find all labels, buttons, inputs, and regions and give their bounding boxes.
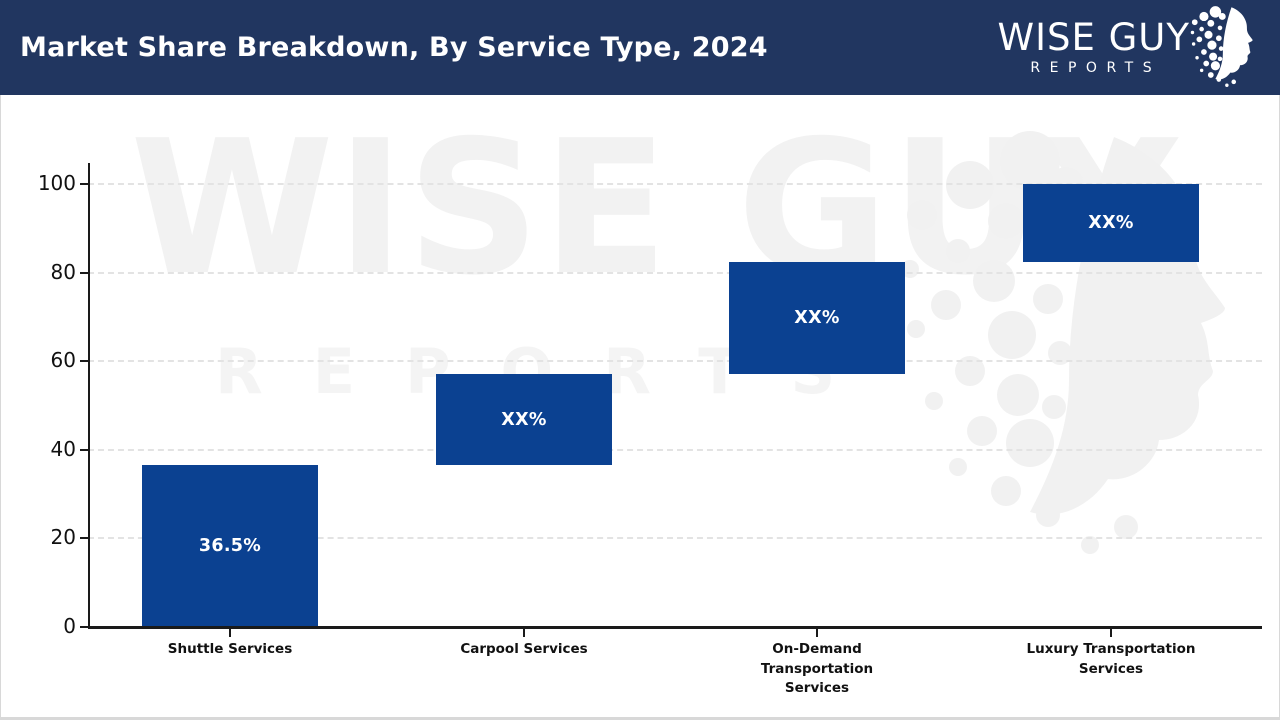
header-bar: Market Share Breakdown, By Service Type,… bbox=[0, 0, 1280, 95]
x-tick-mark bbox=[523, 629, 525, 637]
gridline bbox=[88, 360, 1262, 363]
y-tick-mark bbox=[80, 360, 88, 363]
brand-name: WISE GUY bbox=[997, 16, 1190, 59]
x-axis bbox=[88, 626, 1262, 629]
y-tick-label: 80 bbox=[50, 259, 76, 284]
x-category-label: Luxury Transportation Services bbox=[1026, 641, 1196, 677]
gridline bbox=[88, 537, 1262, 540]
x-category-label: On-Demand Transportation Services bbox=[760, 641, 874, 697]
x-tick-mark bbox=[229, 629, 231, 637]
bar-value-label: XX% bbox=[794, 307, 840, 328]
page-title: Market Share Breakdown, By Service Type,… bbox=[20, 32, 768, 63]
brand-logo-text: WISE GUY REPORTS bbox=[998, 19, 1190, 76]
y-tick-label: 100 bbox=[37, 171, 76, 195]
gridline bbox=[88, 183, 1262, 185]
y-tick-mark bbox=[80, 537, 88, 540]
y-tick-label: 20 bbox=[50, 525, 76, 550]
bar-segment: XX% bbox=[436, 374, 612, 466]
brand-subname: REPORTS bbox=[1030, 60, 1162, 76]
bar-value-label: 36.5% bbox=[198, 536, 262, 557]
x-tick-mark bbox=[816, 629, 818, 637]
y-tick-mark bbox=[80, 271, 88, 274]
y-tick-label: 0 bbox=[63, 614, 76, 638]
y-tick-label: 60 bbox=[50, 348, 76, 373]
bar-segment: 36.5% bbox=[142, 465, 318, 627]
x-category-label: Shuttle Services bbox=[167, 641, 293, 657]
bar-value-label: XX% bbox=[501, 409, 547, 430]
y-axis bbox=[88, 163, 90, 629]
bar-segment: XX% bbox=[729, 261, 905, 375]
y-tick-mark bbox=[80, 626, 88, 628]
brand-logo: WISE GUY REPORTS bbox=[998, 5, 1280, 91]
y-tick-mark bbox=[80, 448, 88, 451]
x-category-label: Carpool Services bbox=[460, 641, 588, 657]
dotted-head-icon bbox=[1190, 5, 1253, 87]
x-tick-mark bbox=[1110, 629, 1112, 637]
gridline bbox=[88, 448, 1262, 451]
gridline bbox=[88, 271, 1262, 274]
y-tick-mark bbox=[80, 183, 88, 185]
y-tick-label: 40 bbox=[50, 436, 76, 461]
